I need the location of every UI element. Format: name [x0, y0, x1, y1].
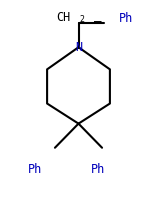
Text: CH: CH	[57, 11, 71, 23]
Text: Ph: Ph	[91, 163, 105, 175]
Text: N: N	[75, 41, 82, 54]
Text: Ph: Ph	[119, 12, 133, 24]
Text: Ph: Ph	[28, 163, 43, 175]
Text: 2: 2	[79, 15, 84, 23]
Text: —: —	[94, 15, 101, 28]
